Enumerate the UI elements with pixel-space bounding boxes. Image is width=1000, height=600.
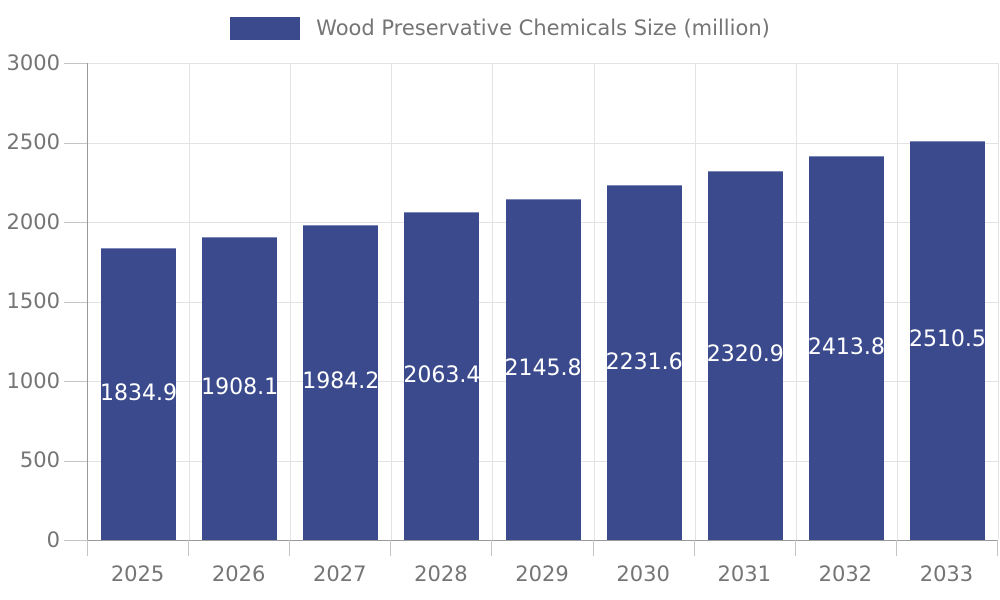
gridline-horizontal [88, 63, 998, 64]
x-axis-tick [997, 540, 998, 556]
legend-item[interactable]: Wood Preservative Chemicals Size (millio… [230, 16, 770, 41]
bar[interactable] [808, 156, 884, 540]
bar[interactable] [101, 248, 177, 540]
gridline-vertical [896, 63, 898, 540]
x-axis-tick [895, 540, 897, 556]
gridline-vertical [492, 63, 494, 540]
x-axis-tick [491, 540, 493, 556]
x-tick-label: 2027 [313, 562, 367, 586]
bar[interactable] [505, 198, 581, 540]
bar-value-label: 2413.8 [807, 335, 885, 361]
x-axis-tick [289, 540, 291, 556]
y-tick-label: 1000 [6, 368, 60, 393]
x-tick-label: 2025 [110, 562, 165, 586]
gridline-horizontal [88, 142, 998, 144]
bar[interactable] [303, 224, 379, 540]
y-axis-tick [64, 381, 87, 382]
gridline-vertical [391, 63, 393, 540]
y-tick-label: 2000 [6, 209, 60, 234]
y-tick-label: 500 [19, 448, 60, 472]
bar-value-label: 2145.8 [504, 356, 582, 382]
bar-value-label: 2510.5 [908, 327, 986, 353]
x-tick-label: 2031 [717, 562, 771, 586]
y-tick-label: 2500 [6, 130, 60, 154]
x-axis-tick [794, 540, 796, 556]
x-axis-tick [390, 540, 392, 556]
legend: Wood Preservative Chemicals Size (millio… [0, 16, 1000, 41]
x-tick-label: 2033 [919, 562, 974, 586]
bar-value-label: 2063.4 [403, 362, 481, 388]
y-axis-tick [64, 540, 87, 541]
x-tick-label: 2032 [818, 562, 873, 586]
legend-label: Wood Preservative Chemicals Size (millio… [316, 16, 770, 40]
y-tick-label: 1500 [6, 289, 60, 313]
x-axis-tick [693, 540, 695, 556]
y-axis-tick [64, 460, 87, 462]
x-tick-label: 2028 [414, 562, 468, 586]
bar-value-label: 1984.2 [302, 369, 380, 395]
x-tick-label: 2030 [616, 562, 670, 586]
x-axis-tick [592, 540, 594, 556]
bar[interactable] [606, 185, 682, 540]
gridline-vertical [290, 63, 292, 540]
y-axis-tick [64, 142, 87, 144]
gridline-vertical [189, 63, 191, 540]
x-tick-label: 2026 [211, 562, 266, 586]
bar[interactable] [909, 140, 985, 540]
legend-swatch [230, 17, 301, 41]
gridline-vertical [593, 63, 595, 540]
gridline-vertical [694, 63, 696, 540]
bar[interactable] [202, 236, 278, 540]
bar-value-label: 1908.1 [201, 375, 279, 401]
y-axis-tick [64, 301, 87, 303]
bar-value-label: 2320.9 [706, 342, 784, 368]
plot-area: 1834.9 1908.1 1984.2 2063.4 2145.8 2231.6 2320… [87, 63, 999, 541]
x-tick-label: 2029 [515, 562, 569, 586]
x-axis-tick [188, 540, 190, 556]
y-tick-label: 0 [46, 527, 60, 552]
gridline-vertical [998, 63, 999, 540]
x-axis-tick [87, 540, 88, 556]
bar[interactable] [404, 211, 480, 540]
gridline-vertical [795, 63, 797, 540]
y-tick-label: 3000 [6, 50, 60, 75]
bar-value-label: 2231.6 [605, 349, 683, 375]
y-axis-tick [64, 222, 87, 223]
bar-value-label: 1834.9 [100, 381, 178, 407]
y-axis-tick [64, 63, 87, 64]
bar[interactable] [707, 170, 783, 540]
